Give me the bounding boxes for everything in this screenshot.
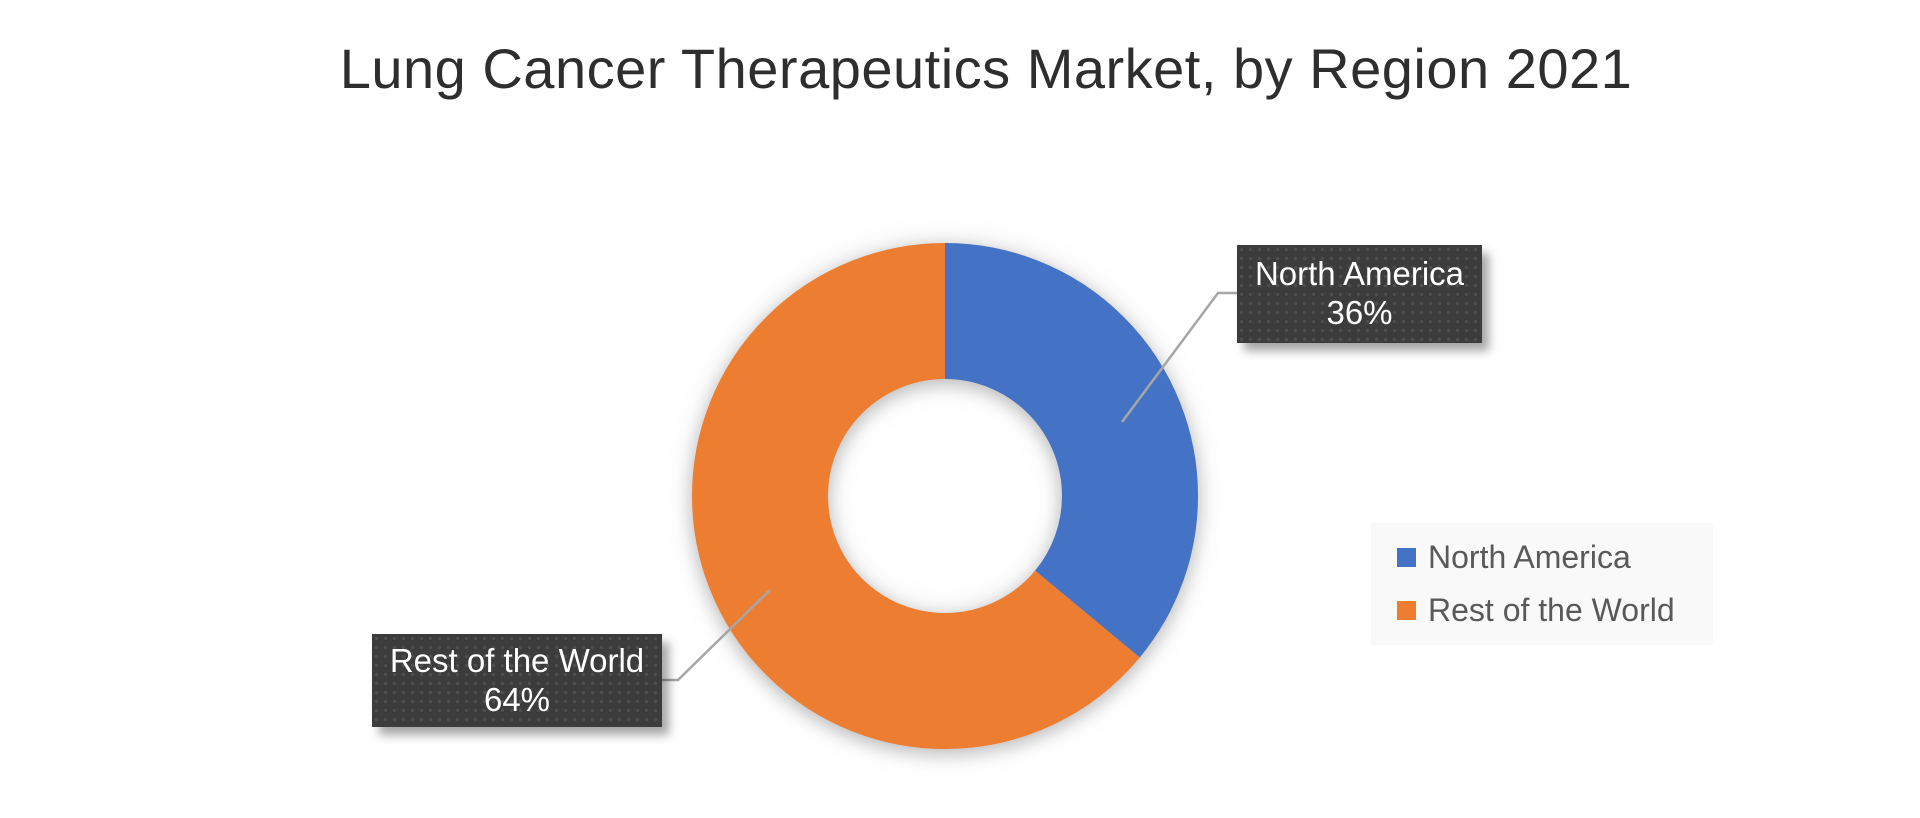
legend: North America Rest of the World	[1371, 523, 1713, 645]
callout-north-america-label: North America	[1254, 255, 1465, 293]
legend-item-north-america: North America	[1397, 539, 1713, 576]
callout-rest-of-the-world-label: Rest of the World	[389, 641, 645, 679]
slice-rest-of-the-world	[692, 243, 1198, 749]
leader-line-north-america	[1120, 291, 1237, 423]
callout-rest-of-the-world: Rest of the World 64%	[372, 634, 662, 727]
legend-swatch-north-america	[1397, 548, 1416, 567]
callout-rest-of-the-world-value: 64%	[483, 680, 551, 718]
callout-north-america: North America 36%	[1237, 245, 1482, 343]
legend-item-rest-of-the-world: Rest of the World	[1397, 592, 1713, 629]
leader-line-rest-of-the-world	[662, 589, 771, 682]
donut-ring	[692, 243, 1198, 749]
legend-label-north-america: North America	[1428, 539, 1631, 575]
callout-north-america-value: 36%	[1326, 294, 1393, 331]
legend-label-rest-of-the-world: Rest of the World	[1428, 592, 1675, 628]
chart-title: Lung Cancer Therapeutics Market, by Regi…	[339, 37, 1633, 100]
legend-swatch-rest-of-the-world	[1397, 601, 1416, 620]
